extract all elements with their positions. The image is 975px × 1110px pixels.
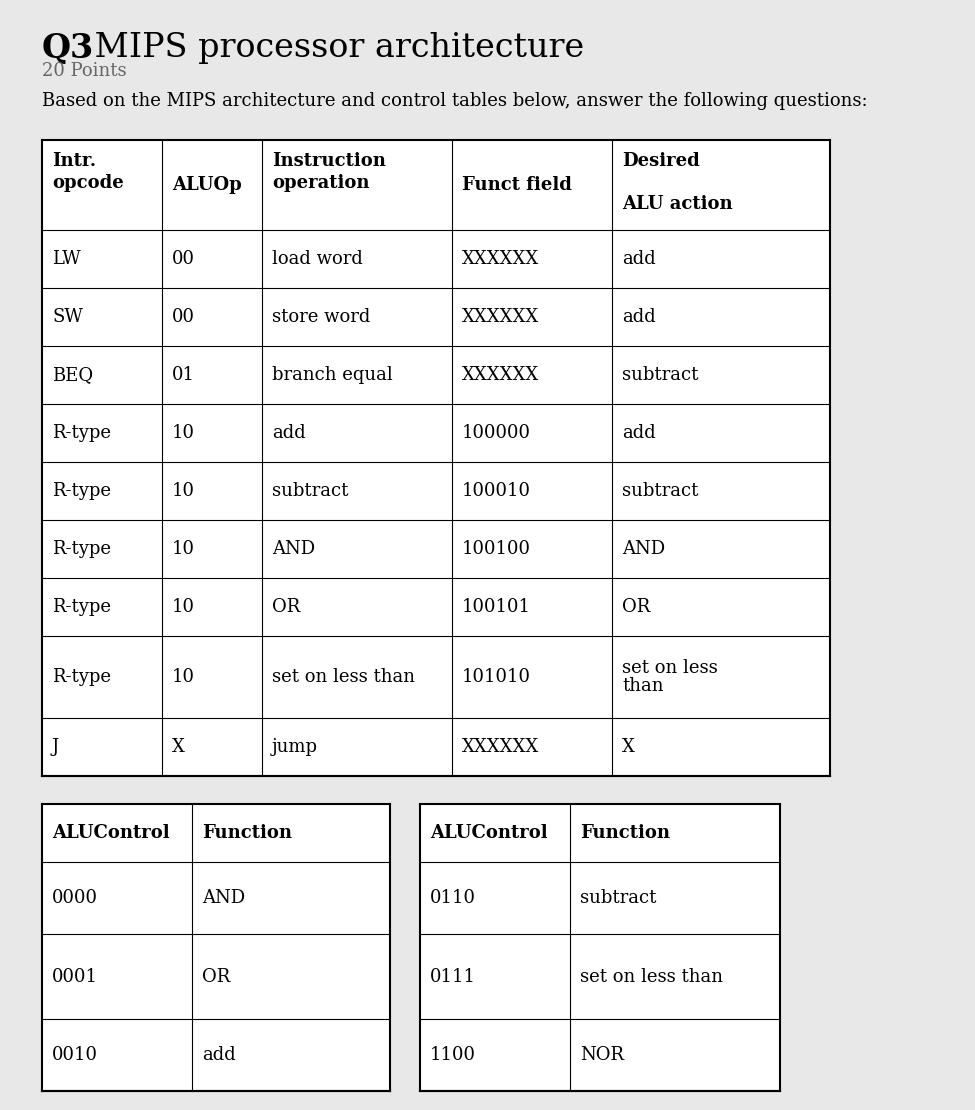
Text: 10: 10	[172, 539, 195, 558]
Text: 10: 10	[172, 482, 195, 500]
Text: set on less than: set on less than	[580, 968, 723, 986]
Text: X: X	[622, 738, 635, 756]
Text: ALUControl: ALUControl	[52, 824, 170, 842]
Text: 0111: 0111	[430, 968, 476, 986]
Text: 10: 10	[172, 668, 195, 686]
Text: 20 Points: 20 Points	[42, 62, 127, 80]
Text: BEQ: BEQ	[52, 366, 94, 384]
Text: XXXXXX: XXXXXX	[462, 307, 539, 326]
Text: OR: OR	[622, 598, 650, 616]
Text: XXXXXX: XXXXXX	[462, 738, 539, 756]
Text: Based on the MIPS architecture and control tables below, answer the following qu: Based on the MIPS architecture and contr…	[42, 92, 868, 110]
Text: ALU action: ALU action	[622, 195, 732, 213]
Text: 1100: 1100	[430, 1046, 476, 1064]
Text: R-type: R-type	[52, 482, 111, 500]
Text: add: add	[622, 424, 656, 442]
Bar	[42, 140, 830, 776]
Text: Function: Function	[202, 824, 292, 842]
Text: Intr.: Intr.	[52, 152, 97, 170]
Text: ALUOp: ALUOp	[172, 176, 242, 194]
Text: 01: 01	[172, 366, 195, 384]
Text: add: add	[272, 424, 306, 442]
Text: opcode: opcode	[52, 174, 124, 192]
Text: X: X	[172, 738, 185, 756]
Text: store word: store word	[272, 307, 370, 326]
Text: subtract: subtract	[622, 482, 698, 500]
Text: 00: 00	[172, 307, 195, 326]
Text: ALUControl: ALUControl	[430, 824, 548, 842]
Text: 101010: 101010	[462, 668, 531, 686]
Text: R-type: R-type	[52, 424, 111, 442]
Text: Desired: Desired	[622, 152, 700, 170]
Text: 00: 00	[172, 250, 195, 268]
Text: AND: AND	[622, 539, 665, 558]
Text: operation: operation	[272, 174, 370, 192]
Text: add: add	[622, 307, 656, 326]
Text: AND: AND	[272, 539, 315, 558]
Text: set on less: set on less	[622, 659, 718, 677]
Text: 100010: 100010	[462, 482, 531, 500]
Text: XXXXXX: XXXXXX	[462, 366, 539, 384]
Text: 10: 10	[172, 598, 195, 616]
Text: NOR: NOR	[580, 1046, 624, 1064]
Text: subtract: subtract	[272, 482, 348, 500]
Text: Instruction: Instruction	[272, 152, 386, 170]
Text: AND: AND	[202, 889, 245, 907]
Text: 100000: 100000	[462, 424, 531, 442]
Text: set on less than: set on less than	[272, 668, 415, 686]
Text: 100101: 100101	[462, 598, 531, 616]
Text: OR: OR	[272, 598, 300, 616]
Text: 100100: 100100	[462, 539, 531, 558]
Text: SW: SW	[52, 307, 83, 326]
Text: jump: jump	[272, 738, 318, 756]
Text: R-type: R-type	[52, 598, 111, 616]
Text: add: add	[622, 250, 656, 268]
Text: R-type: R-type	[52, 668, 111, 686]
Text: 0110: 0110	[430, 889, 476, 907]
Text: 0001: 0001	[52, 968, 98, 986]
Text: Q3: Q3	[42, 32, 95, 65]
Text: R-type: R-type	[52, 539, 111, 558]
Text: MIPS processor architecture: MIPS processor architecture	[84, 32, 584, 64]
Text: branch equal: branch equal	[272, 366, 393, 384]
Text: OR: OR	[202, 968, 230, 986]
Text: XXXXXX: XXXXXX	[462, 250, 539, 268]
Text: 0000: 0000	[52, 889, 98, 907]
Bar	[42, 804, 390, 1091]
Text: subtract: subtract	[622, 366, 698, 384]
Text: than: than	[622, 677, 664, 695]
Text: add: add	[202, 1046, 236, 1064]
Text: LW: LW	[52, 250, 81, 268]
Text: 0010: 0010	[52, 1046, 98, 1064]
Text: subtract: subtract	[580, 889, 656, 907]
Text: Funct field: Funct field	[462, 176, 572, 194]
Text: load word: load word	[272, 250, 363, 268]
Bar	[420, 804, 780, 1091]
Text: 10: 10	[172, 424, 195, 442]
Text: J: J	[52, 738, 59, 756]
Text: Function: Function	[580, 824, 670, 842]
